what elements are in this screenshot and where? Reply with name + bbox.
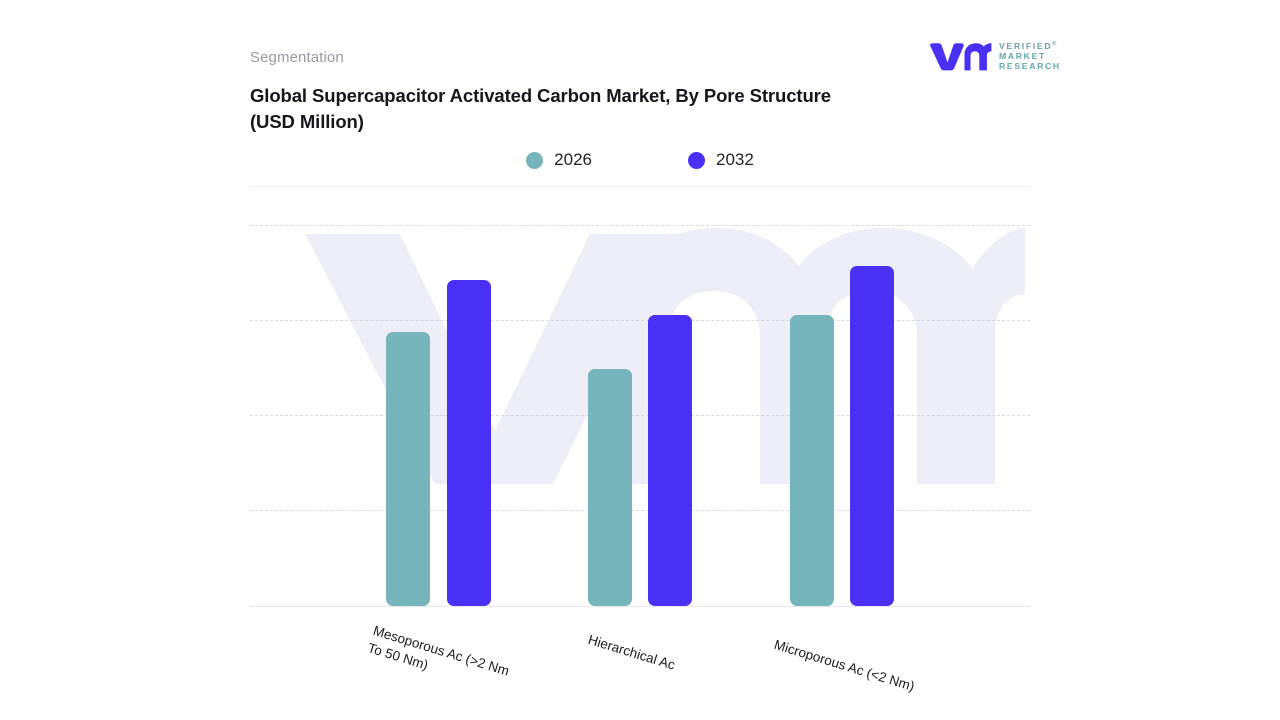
legend-item-2026[interactable]: 2026 bbox=[526, 150, 592, 170]
x-axis-line bbox=[250, 606, 1030, 607]
legend-label-2032: 2032 bbox=[716, 150, 754, 169]
legend-label-2026: 2026 bbox=[554, 150, 592, 169]
header-divider bbox=[250, 186, 1030, 187]
logo-line-market: MARKET bbox=[999, 50, 1046, 61]
x-label-hierarchical: Hierarchical Ac bbox=[586, 631, 677, 673]
bar-series-group bbox=[250, 196, 1030, 606]
gridline-2 bbox=[250, 415, 1030, 416]
bar-2026-hierarchical[interactable] bbox=[588, 369, 632, 606]
verified-market-research-logo: VERIFIED® MARKET RESEARCH bbox=[928, 41, 1061, 71]
bar-2026-mesoporous[interactable] bbox=[386, 332, 430, 606]
x-label-mesoporous: Mesoporous Ac (>2 Nm To 50 Nm) bbox=[365, 622, 511, 679]
chart-legend: 2026 2032 bbox=[250, 150, 1030, 170]
bar-2026-microporous[interactable] bbox=[790, 315, 834, 606]
logo-wordmark: VERIFIED® MARKET RESEARCH bbox=[999, 40, 1061, 71]
segmentation-label: Segmentation bbox=[250, 49, 344, 66]
gridline-3 bbox=[250, 320, 1030, 321]
bar-2032-mesoporous[interactable] bbox=[447, 280, 491, 606]
bar-2032-hierarchical[interactable] bbox=[648, 315, 692, 606]
logo-line-verified: VERIFIED® bbox=[999, 40, 1057, 51]
plot-area bbox=[250, 196, 1030, 608]
x-label-microporous: Microporous Ac (<2 Nm) bbox=[772, 636, 917, 694]
bar-2032-microporous[interactable] bbox=[850, 266, 894, 606]
legend-swatch-2026 bbox=[526, 151, 544, 169]
vmr-mark-icon bbox=[928, 41, 992, 71]
page-title: Global Supercapacitor Activated Carbon M… bbox=[250, 85, 831, 133]
gridline-1 bbox=[250, 510, 1030, 511]
legend-item-2032[interactable]: 2032 bbox=[688, 150, 754, 170]
x-axis-labels: Mesoporous Ac (>2 Nm To 50 Nm) Hierarchi… bbox=[250, 608, 1030, 718]
gridline-4 bbox=[250, 225, 1030, 226]
logo-line-research: RESEARCH bbox=[999, 60, 1061, 71]
registered-mark-icon: ® bbox=[1052, 40, 1057, 47]
legend-swatch-2032 bbox=[688, 151, 705, 169]
